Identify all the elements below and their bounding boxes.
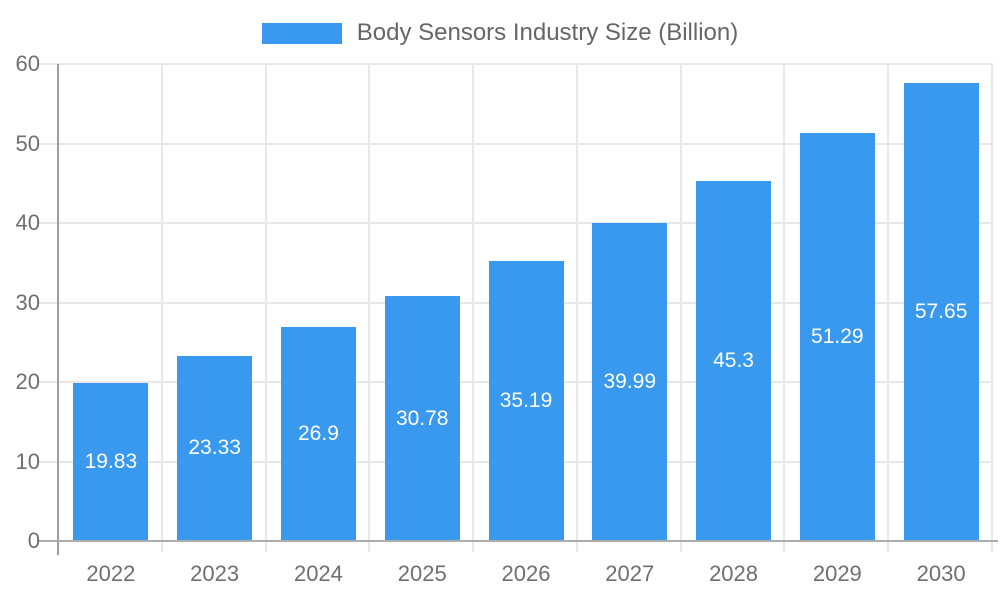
gridline: [59, 222, 993, 224]
x-axis-tick-label: 2030: [916, 561, 966, 586]
gridline: [783, 64, 786, 541]
y-axis-tick-label: 20: [15, 369, 40, 394]
tick-mark: [264, 541, 267, 552]
tick-mark: [472, 541, 475, 552]
gridline: [991, 64, 993, 541]
gridline: [59, 63, 993, 65]
bar-value-label: 39.99: [603, 370, 657, 394]
tick-mark: [39, 222, 59, 224]
bar-value-label: 35.19: [499, 389, 553, 413]
gridline: [679, 64, 682, 541]
bar-2023[interactable]: 23.33: [177, 355, 253, 541]
bar-2028[interactable]: 45.3: [696, 180, 772, 541]
x-axis-tick-label: 2026: [501, 561, 551, 586]
bar-2024[interactable]: 26.9: [280, 327, 356, 541]
x-axis-tick-label: 2027: [605, 561, 655, 586]
y-axis-tick-label: 10: [15, 448, 40, 474]
tick-mark: [991, 541, 993, 552]
legend[interactable]: Body Sensors Industry Size (Billion): [0, 19, 1000, 47]
tick-mark: [783, 541, 786, 552]
x-axis-tick-label: 2025: [397, 561, 447, 586]
tick-mark: [160, 541, 163, 552]
y-axis-tick-label: 0: [27, 528, 40, 553]
bar-value-label: 19.83: [84, 450, 138, 474]
x-axis-tick-label: 2024: [293, 561, 343, 586]
legend-swatch: [261, 22, 342, 44]
x-axis-tick-label: 2028: [709, 561, 759, 586]
bar-2025[interactable]: 30.78: [384, 296, 460, 541]
y-axis-tick-label: 60: [15, 51, 40, 76]
bar-2026[interactable]: 35.19: [488, 261, 564, 541]
gridline: [368, 64, 371, 541]
bar-value-label: 51.29: [811, 325, 864, 349]
bar-2027[interactable]: 39.99: [592, 223, 668, 541]
bar-2029[interactable]: 51.29: [799, 133, 875, 541]
tick-mark: [39, 142, 59, 145]
tick-mark: [887, 541, 890, 552]
y-axis-tick-label: 40: [15, 210, 40, 235]
tick-mark: [39, 460, 59, 463]
bar-value-label: 23.33: [188, 436, 241, 460]
tick-mark: [368, 541, 371, 552]
gridline: [575, 64, 578, 541]
tick-mark: [39, 301, 59, 304]
tick-mark: [575, 541, 578, 552]
bar-value-label: 57.65: [914, 299, 968, 323]
plot-area: 19.83 23.33 26.9 30.78 35.19 39.99 45.3 51.29 57…: [59, 63, 993, 541]
bar-value-label: 26.9: [298, 422, 339, 446]
tick-mark: [679, 541, 682, 552]
x-axis-line: [39, 540, 998, 542]
y-axis-line: [57, 64, 59, 555]
gridline: [59, 142, 993, 145]
bar-value-label: 45.3: [713, 348, 754, 372]
x-axis-tick-label: 2023: [190, 561, 240, 586]
gridline: [160, 64, 163, 541]
tick-mark: [39, 63, 59, 65]
bar-value-label: 30.78: [395, 406, 449, 430]
legend-label: Body Sensors Industry Size (Billion): [356, 19, 739, 46]
y-axis-tick-label: 50: [15, 130, 40, 156]
gridline: [472, 64, 475, 541]
gridline: [887, 64, 890, 541]
bar-2030[interactable]: 57.65: [903, 82, 979, 541]
gridline: [264, 64, 267, 541]
bar-2022[interactable]: 19.83: [73, 383, 149, 541]
x-axis-tick-label: 2029: [812, 561, 862, 586]
y-axis-tick-label: 30: [15, 289, 40, 315]
x-axis-tick-label: 2022: [86, 561, 136, 586]
tick-mark: [39, 381, 59, 383]
